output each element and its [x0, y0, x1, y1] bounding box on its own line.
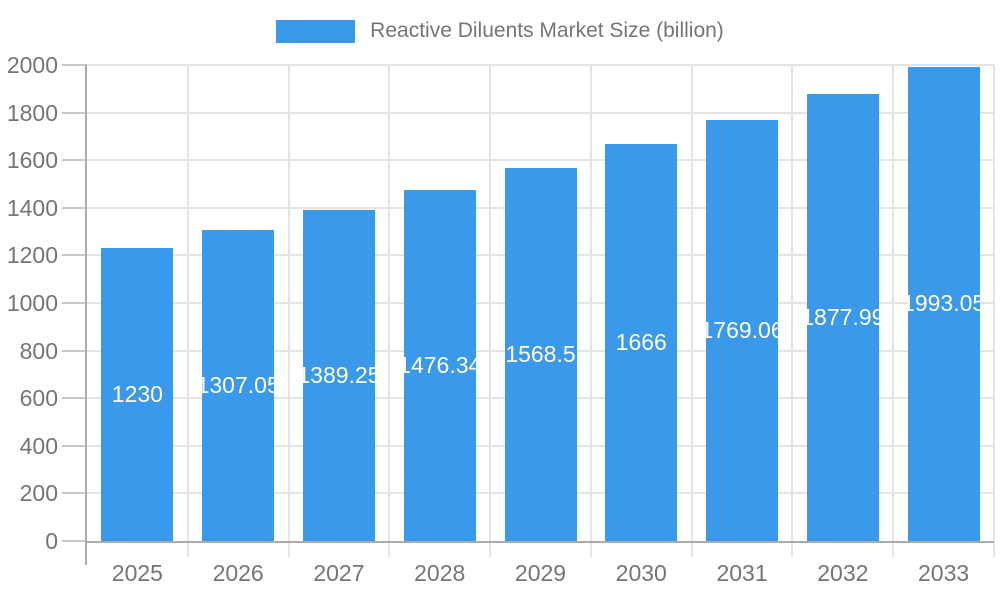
bar: 1666: [605, 144, 678, 541]
y-axis-label: 1000: [6, 290, 58, 316]
y-gridline: [87, 111, 994, 114]
x-axis-label: 2025: [111, 560, 163, 586]
x-axis-tick: [690, 541, 693, 557]
y-axis-tick: [62, 302, 87, 304]
y-axis-tick: [62, 64, 87, 66]
x-axis-label: 2032: [817, 560, 869, 586]
y-axis-tick: [62, 254, 87, 257]
y-axis-tick: [62, 349, 87, 352]
bar: 1993.05: [907, 66, 980, 541]
y-axis-tick: [62, 540, 87, 542]
x-axis-tick: [388, 541, 391, 557]
bar: 1389.25: [302, 210, 375, 541]
x-axis-tick: [791, 541, 794, 557]
y-axis-line: [85, 65, 87, 565]
x-axis-label: 2027: [313, 560, 365, 586]
x-axis-tick: [186, 541, 189, 557]
x-gridline: [287, 65, 290, 541]
x-axis-tick: [489, 541, 492, 557]
y-axis-label: 800: [19, 337, 58, 364]
x-gridline: [791, 65, 794, 541]
legend-swatch: [276, 19, 356, 43]
x-axis-label: 2030: [615, 560, 667, 586]
bar: 1877.99: [806, 94, 879, 541]
x-gridline: [892, 65, 895, 541]
x-axis-tick: [287, 541, 290, 557]
bar-value-label: 1230: [111, 381, 163, 408]
y-axis-label: 400: [19, 432, 58, 459]
y-axis-tick: [62, 159, 87, 162]
bar-value-label: 1568.5: [505, 340, 576, 367]
x-axis-tick: [993, 541, 995, 557]
y-axis-label: 0: [45, 528, 58, 554]
x-gridline: [186, 65, 189, 541]
bar-value-label: 1877.99: [806, 304, 879, 330]
x-axis-label: 2026: [212, 560, 264, 586]
y-axis-tick: [62, 397, 87, 400]
y-axis-label: 200: [19, 480, 58, 507]
legend: Reactive Diluents Market Size (billion): [0, 17, 1000, 45]
y-axis-label: 1400: [6, 194, 58, 221]
bar-value-label: 1389.25: [302, 362, 375, 389]
y-axis-label: 2000: [6, 52, 58, 78]
bar: 1307.05: [202, 229, 275, 541]
y-axis-tick: [62, 492, 87, 495]
x-gridline: [388, 65, 391, 541]
bar-value-label: 1476.34: [403, 351, 476, 378]
bar-value-label: 1307.05: [202, 371, 275, 398]
y-axis-label: 1800: [6, 99, 58, 126]
x-axis-tick: [589, 541, 592, 557]
y-axis-label: 1200: [6, 242, 58, 269]
y-axis-tick: [62, 206, 87, 209]
x-axis-label: 2033: [918, 560, 970, 586]
bar: 1568.5: [504, 167, 577, 541]
x-gridline: [690, 65, 693, 541]
legend-label: Reactive Diluents Market Size (billion): [370, 19, 724, 42]
y-axis-label: 600: [19, 385, 58, 412]
bar: 1230: [101, 248, 174, 541]
x-gridline: [489, 65, 492, 541]
y-axis-tick: [62, 111, 87, 114]
y-axis-tick: [62, 444, 87, 447]
bar: 1476.34: [403, 189, 476, 541]
x-gridline: [589, 65, 592, 541]
bar-value-label: 1769.06: [706, 316, 779, 343]
y-gridline: [87, 159, 994, 162]
x-axis-label: 2028: [414, 560, 466, 586]
y-axis-label: 1600: [6, 147, 58, 174]
bar-value-label: 1666: [615, 329, 667, 356]
bar-value-label: 1993.05: [907, 290, 980, 317]
x-axis-line: [85, 541, 994, 543]
x-axis-tick: [892, 541, 895, 557]
x-axis-label: 2029: [514, 560, 567, 586]
y-gridline: [87, 64, 994, 66]
x-gridline: [993, 65, 995, 541]
bar: 1769.06: [706, 119, 779, 541]
x-axis-label: 2031: [716, 560, 768, 586]
